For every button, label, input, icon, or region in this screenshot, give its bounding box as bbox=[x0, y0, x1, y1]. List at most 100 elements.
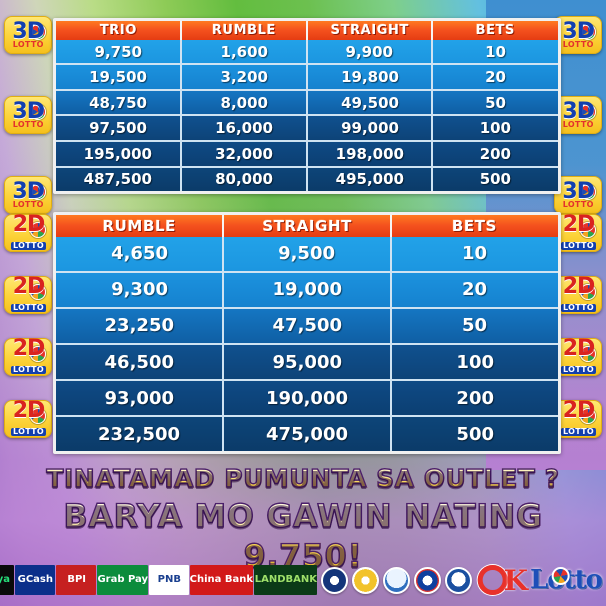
cell-payout: 198,000 bbox=[307, 141, 433, 167]
cell-value: 9,750 bbox=[94, 42, 142, 61]
column-header-rumble: RUMBLE bbox=[56, 215, 224, 237]
badge-inner: 3D LOTTO bbox=[12, 19, 44, 49]
cell-payout: 190,000 bbox=[223, 380, 391, 417]
badge-game-label: 2D bbox=[12, 212, 44, 237]
badge-brand-label: LOTTO bbox=[562, 200, 594, 209]
cell-value: 9,900 bbox=[346, 42, 394, 61]
badge-inner: 2D LOTTO bbox=[560, 212, 596, 252]
badge-game-label: 2D bbox=[562, 336, 594, 361]
cell-value: 200 bbox=[480, 144, 512, 163]
cell-value: 99,000 bbox=[340, 119, 399, 138]
cell-payout: 47,500 bbox=[223, 307, 391, 344]
cell-value: 19,000 bbox=[272, 279, 342, 301]
cell-payout: 32,000 bbox=[181, 141, 307, 167]
3d-lotto-badge: 3D LOTTO bbox=[554, 176, 602, 214]
column-header-label: STRAIGHT bbox=[262, 217, 352, 235]
cell-value: 49,500 bbox=[340, 93, 399, 112]
cell-value: 495,000 bbox=[335, 170, 404, 189]
pcso-seal-icon bbox=[444, 566, 472, 594]
cell-value: 500 bbox=[480, 170, 512, 189]
cell-payout: 97,500 bbox=[56, 115, 182, 142]
cell-bet-amount: 200 bbox=[432, 141, 558, 167]
cell-payout: 49,500 bbox=[307, 89, 433, 116]
cell-payout: 9,300 bbox=[56, 271, 224, 308]
cell-payout: 16,000 bbox=[181, 115, 307, 142]
ok-lotto-wordmark: Lotto bbox=[530, 565, 602, 595]
cell-payout: 232,500 bbox=[56, 416, 224, 451]
cell-payout: 19,800 bbox=[307, 64, 433, 90]
badge-game-label: 2D bbox=[562, 398, 594, 423]
table-row: 50 47,500 23,250 bbox=[56, 307, 558, 344]
cell-value: 198,000 bbox=[335, 144, 404, 163]
cell-payout: 99,000 bbox=[307, 115, 433, 142]
cell-payout: 9,750 bbox=[56, 40, 182, 65]
cell-value: 50 bbox=[485, 93, 507, 112]
cell-payout: 475,000 bbox=[223, 416, 391, 451]
3d-lotto-badge: 3D LOTTO bbox=[554, 96, 602, 134]
cell-bet-amount: 10 bbox=[390, 237, 558, 272]
cell-value: 475,000 bbox=[266, 423, 348, 445]
badge-game-label: 2D bbox=[12, 398, 44, 423]
table-body: 10 9,500 4,650 20 19,000 9,300 50 47,500 23,250 1… bbox=[56, 237, 558, 451]
badge-brand-label: LOTTO bbox=[562, 40, 594, 49]
cell-payout: 9,900 bbox=[307, 40, 433, 65]
rail-right-3d: 3D LOTTO 3D LOTTO 3D LOTTO bbox=[2, 16, 54, 214]
rail-right-2d: 2D LOTTO 2D LOTTO 2D LOTTO 2D LOTTO bbox=[2, 212, 54, 438]
badge-inner: 3D LOTTO bbox=[12, 99, 44, 129]
cell-payout: 495,000 bbox=[307, 166, 433, 191]
badge-game-label: 2D bbox=[12, 274, 44, 299]
column-header-trio: TRIO bbox=[56, 21, 182, 40]
payment-logo-label: maya bbox=[0, 573, 10, 585]
cell-value: 9,300 bbox=[110, 279, 168, 301]
table-row: 50 49,500 8,000 48,750 bbox=[56, 89, 558, 116]
cell-value: 97,500 bbox=[89, 119, 148, 138]
3d-lotto-badge: 3D LOTTO bbox=[4, 96, 52, 134]
column-header-bets: BETS bbox=[390, 215, 558, 237]
badge-brand-label: LOTTO bbox=[560, 365, 596, 374]
cell-value: 487,500 bbox=[84, 170, 153, 189]
cell-value: 195,000 bbox=[84, 144, 153, 163]
payment-logo-grabpay: Grab Pay bbox=[97, 565, 149, 595]
cell-value: 19,800 bbox=[340, 68, 399, 87]
column-header-straight: STRAIGHT bbox=[223, 215, 391, 237]
cell-payout: 487,500 bbox=[56, 166, 182, 191]
cell-value: 1,600 bbox=[220, 42, 268, 61]
cell-bet-amount: 200 bbox=[390, 380, 558, 417]
2d-lotto-badge: 2D LOTTO bbox=[554, 398, 602, 438]
badge-inner: 2D LOTTO bbox=[560, 398, 596, 438]
cell-payout: 93,000 bbox=[56, 380, 224, 417]
cell-value: 190,000 bbox=[266, 387, 348, 409]
cell-bet-amount: 50 bbox=[432, 89, 558, 116]
cell-payout: 19,000 bbox=[223, 271, 391, 308]
payment-logo-gcash: GCash bbox=[15, 565, 56, 595]
column-header-rumble: RUMBLE bbox=[181, 21, 307, 40]
3d-lotto-payout-table: BETS STRAIGHT RUMBLE TRIO 10 9,900 1,600 9,750… bbox=[53, 18, 561, 194]
badge-inner: 2D LOTTO bbox=[560, 336, 596, 376]
2d-lotto-badge: 2D LOTTO bbox=[554, 274, 602, 314]
cell-value: 23,250 bbox=[104, 315, 174, 337]
cell-value: 9,500 bbox=[278, 243, 336, 265]
cell-bet-amount: 500 bbox=[432, 166, 558, 191]
agency-seal-icon bbox=[382, 566, 410, 594]
2d-lotto-badge: 2D LOTTO bbox=[554, 212, 602, 252]
payment-logo-label: GCash bbox=[17, 573, 54, 585]
badge-inner: 2D LOTTO bbox=[10, 336, 46, 376]
badge-inner: 3D LOTTO bbox=[562, 99, 594, 129]
cell-payout: 8,000 bbox=[181, 89, 307, 116]
cell-value: 16,000 bbox=[215, 119, 274, 138]
column-header-label: RUMBLE bbox=[212, 23, 277, 38]
payment-logo-label: Grab Pay bbox=[97, 573, 149, 585]
table-row: 100 95,000 46,500 bbox=[56, 343, 558, 381]
cell-value: 4,650 bbox=[110, 243, 168, 265]
2d-lotto-badge: 2D LOTTO bbox=[4, 336, 52, 376]
cell-value: 20 bbox=[462, 279, 488, 301]
2d-lotto-badge: 2D LOTTO bbox=[4, 398, 52, 438]
pagcor-seal-icon bbox=[351, 566, 379, 594]
cell-payout: 3,200 bbox=[181, 64, 307, 90]
table-row: 500 475,000 232,500 bbox=[56, 416, 558, 451]
badge-brand-label: LOTTO bbox=[560, 303, 596, 312]
badge-inner: 3D LOTTO bbox=[562, 19, 594, 49]
payout-table-2d: BETS STRAIGHT RUMBLE 10 9,500 4,650 20 19,000 9… bbox=[56, 215, 558, 451]
